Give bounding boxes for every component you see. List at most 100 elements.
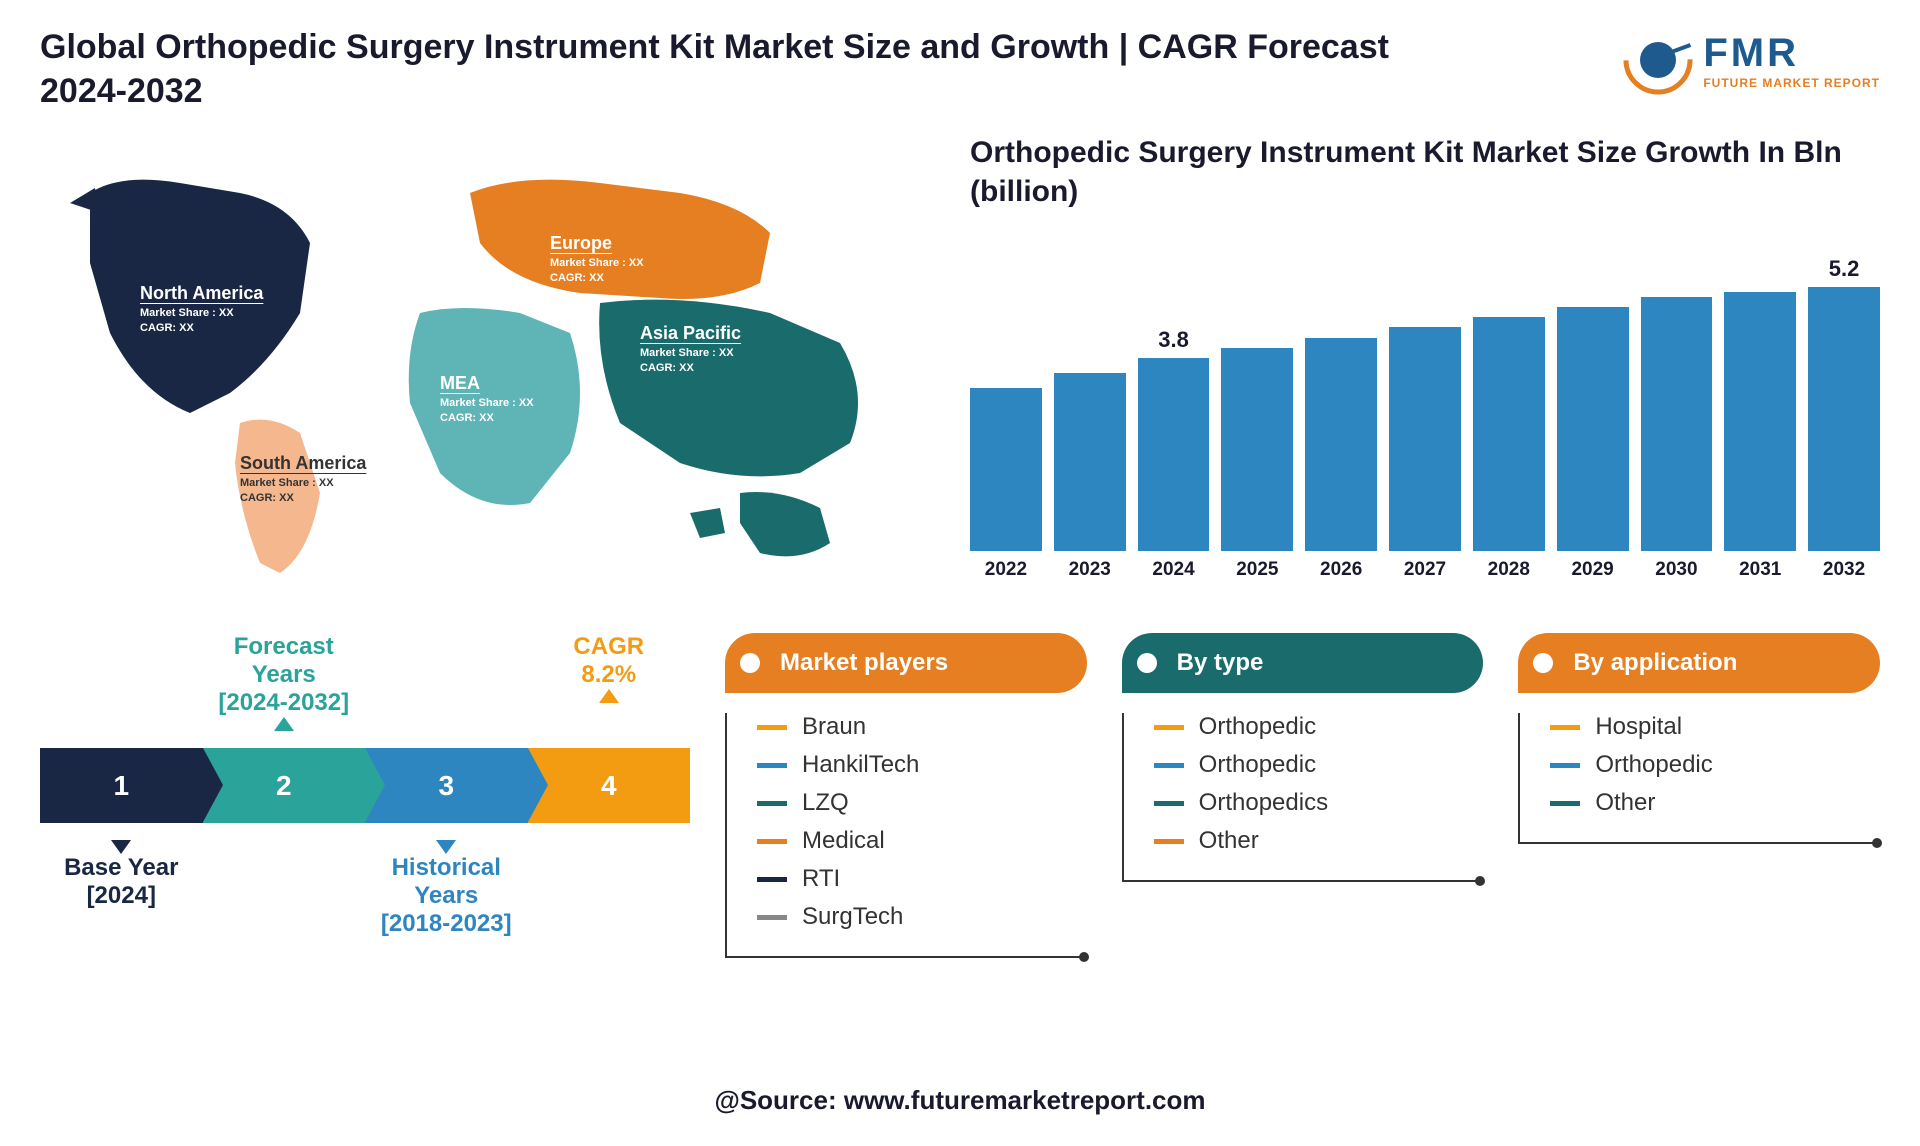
triangle-up-icon bbox=[274, 717, 294, 731]
logo-main: FMR bbox=[1703, 31, 1880, 76]
bar-group: 2029 bbox=[1557, 302, 1629, 581]
bar bbox=[1557, 307, 1629, 551]
item-label: RTI bbox=[802, 865, 840, 893]
bar-group: 3.8 2024 bbox=[1138, 327, 1210, 581]
item-color-dash bbox=[1154, 801, 1184, 806]
region-cagr: CAGR: XX bbox=[440, 412, 534, 424]
bar-group: 5.2 2032 bbox=[1808, 256, 1880, 582]
chart-section: Orthopedic Surgery Instrument Kit Market… bbox=[970, 133, 1880, 583]
bar-value: 3.8 bbox=[1158, 327, 1189, 353]
region-share: Market Share : XX bbox=[550, 257, 644, 269]
triangle-down-icon bbox=[111, 840, 131, 854]
item-color-dash bbox=[757, 915, 787, 920]
bar-year-label: 2028 bbox=[1488, 559, 1530, 581]
item-label: Orthopedic bbox=[1199, 751, 1316, 779]
bar bbox=[1724, 292, 1796, 552]
item-color-dash bbox=[1154, 763, 1184, 768]
item-color-dash bbox=[1154, 839, 1184, 844]
category-header: By type bbox=[1122, 633, 1484, 693]
bar bbox=[970, 388, 1042, 551]
bar-group: 2022 bbox=[970, 383, 1042, 581]
category-item: Braun bbox=[757, 713, 1087, 741]
timeline-label-text: Forecast Years[2024-2032] bbox=[203, 633, 366, 717]
map-region-label: South America Market Share : XX CAGR: XX bbox=[240, 453, 366, 504]
category-item: SurgTech bbox=[757, 903, 1087, 931]
bar-year-label: 2025 bbox=[1236, 559, 1278, 581]
bar-year-label: 2026 bbox=[1320, 559, 1362, 581]
item-color-dash bbox=[757, 725, 787, 730]
category-box: By application Hospital Orthopedic Other bbox=[1518, 633, 1880, 958]
category-item: Other bbox=[1154, 827, 1484, 855]
logo-sub: FUTURE MARKET REPORT bbox=[1703, 76, 1880, 90]
item-color-dash bbox=[1550, 763, 1580, 768]
item-color-dash bbox=[757, 877, 787, 882]
region-name: North America bbox=[140, 283, 263, 303]
category-dot-icon bbox=[740, 653, 760, 673]
region-name: Europe bbox=[550, 233, 612, 253]
timeline-bottom-labels: Base Year[2024] Historical Years[2018-20… bbox=[40, 835, 690, 938]
item-label: Medical bbox=[802, 827, 885, 855]
item-label: HankilTech bbox=[802, 751, 919, 779]
timeline-label-text: Historical Years[2018-2023] bbox=[365, 854, 528, 938]
item-color-dash bbox=[757, 763, 787, 768]
item-color-dash bbox=[1550, 725, 1580, 730]
triangle-up-icon bbox=[599, 689, 619, 703]
category-items-list: Braun HankilTech LZQ Medical RTI SurgTec… bbox=[725, 713, 1087, 958]
region-cagr: CAGR: XX bbox=[550, 272, 644, 284]
region-name: South America bbox=[240, 453, 366, 473]
item-label: LZQ bbox=[802, 789, 849, 817]
item-label: Hospital bbox=[1595, 713, 1682, 741]
source-text: @Source: www.futuremarketreport.com bbox=[714, 1085, 1205, 1116]
bar-chart: 2022 2023 3.8 2024 2025 2026 2027 2028 2… bbox=[970, 241, 1880, 581]
bar bbox=[1305, 338, 1377, 552]
bar bbox=[1138, 358, 1210, 551]
category-header: Market players bbox=[725, 633, 1087, 693]
category-item: Orthopedic bbox=[1550, 751, 1880, 779]
bar-year-label: 2029 bbox=[1571, 559, 1613, 581]
map-region-label: MEA Market Share : XX CAGR: XX bbox=[440, 373, 534, 424]
categories: Market players Braun HankilTech LZQ Medi… bbox=[725, 633, 1880, 958]
map-region-label: North America Market Share : XX CAGR: XX bbox=[140, 283, 263, 334]
item-label: Orthopedic bbox=[1199, 713, 1316, 741]
category-title: Market players bbox=[780, 649, 948, 677]
bar-year-label: 2032 bbox=[1823, 559, 1865, 581]
category-box: By type Orthopedic Orthopedic Orthopedic… bbox=[1122, 633, 1484, 958]
timeline-top-label: CAGR8.2% bbox=[528, 633, 691, 736]
category-box: Market players Braun HankilTech LZQ Medi… bbox=[725, 633, 1087, 958]
timeline-top-labels: Forecast Years[2024-2032] CAGR8.2% bbox=[40, 633, 690, 736]
region-cagr: CAGR: XX bbox=[240, 492, 366, 504]
category-item: Other bbox=[1550, 789, 1880, 817]
region-share: Market Share : XX bbox=[640, 347, 741, 359]
category-item: LZQ bbox=[757, 789, 1087, 817]
item-label: Other bbox=[1595, 789, 1655, 817]
bar-group: 2026 bbox=[1305, 333, 1377, 582]
timeline-bottom-label: Historical Years[2018-2023] bbox=[365, 835, 528, 938]
item-color-dash bbox=[1154, 725, 1184, 730]
bar bbox=[1389, 327, 1461, 551]
bar-year-label: 2024 bbox=[1152, 559, 1194, 581]
bar-year-label: 2031 bbox=[1739, 559, 1781, 581]
item-label: SurgTech bbox=[802, 903, 903, 931]
region-name: Asia Pacific bbox=[640, 323, 741, 343]
bar-group: 2030 bbox=[1641, 292, 1713, 582]
bottom-section: Forecast Years[2024-2032] CAGR8.2% 1234 … bbox=[40, 633, 1880, 958]
category-title: By application bbox=[1573, 649, 1737, 677]
category-item: Hospital bbox=[1550, 713, 1880, 741]
bar-year-label: 2030 bbox=[1655, 559, 1697, 581]
bar bbox=[1473, 317, 1545, 551]
region-share: Market Share : XX bbox=[440, 397, 534, 409]
bar-value: 5.2 bbox=[1829, 256, 1860, 282]
bar-group: 2023 bbox=[1054, 368, 1126, 581]
map-section: North America Market Share : XX CAGR: XX… bbox=[40, 133, 940, 583]
category-item: Orthopedic bbox=[1154, 751, 1484, 779]
category-item: Orthopedic bbox=[1154, 713, 1484, 741]
item-color-dash bbox=[1550, 801, 1580, 806]
bar-group: 2025 bbox=[1221, 343, 1293, 582]
page-title: Global Orthopedic Surgery Instrument Kit… bbox=[40, 25, 1440, 113]
item-label: Orthopedic bbox=[1595, 751, 1712, 779]
bar bbox=[1221, 348, 1293, 552]
timeline-label-text: CAGR8.2% bbox=[528, 633, 691, 689]
category-item: Medical bbox=[757, 827, 1087, 855]
triangle-down-icon bbox=[436, 840, 456, 854]
timeline-section: Forecast Years[2024-2032] CAGR8.2% 1234 … bbox=[40, 633, 690, 958]
